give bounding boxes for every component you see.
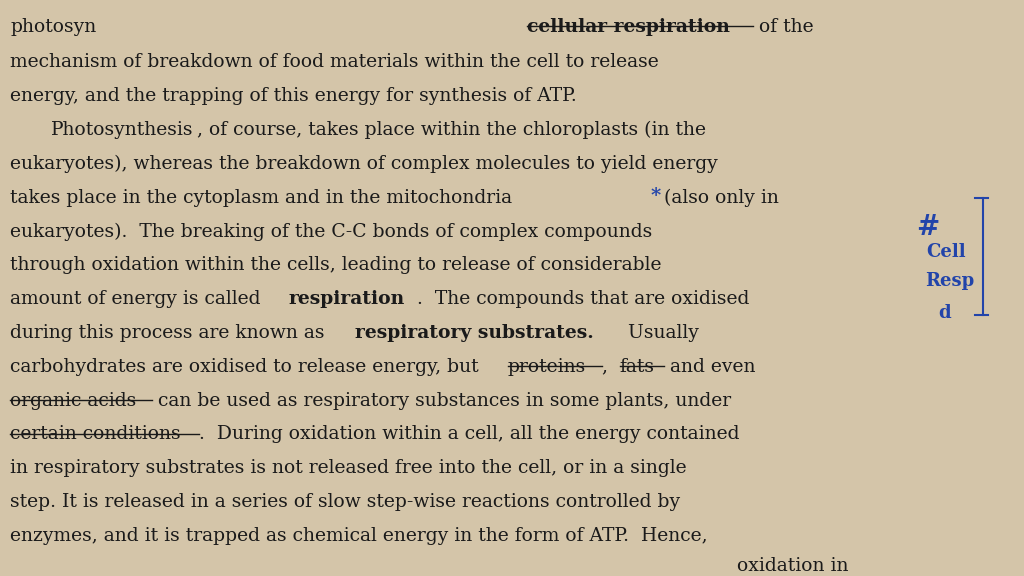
Text: cellular respiration: cellular respiration: [527, 18, 730, 36]
Text: #: #: [916, 214, 940, 241]
Text: Usually: Usually: [616, 324, 699, 342]
Text: proteins: proteins: [508, 358, 586, 376]
Text: during this process are known as: during this process are known as: [10, 324, 331, 342]
Text: can be used as respiratory substances in some plants, under: can be used as respiratory substances in…: [152, 392, 731, 410]
Text: Photosynthesis: Photosynthesis: [51, 121, 194, 139]
Text: photosyn: photosyn: [10, 18, 96, 36]
Text: organic acids: organic acids: [10, 392, 136, 410]
Text: energy, and the trapping of this energy for synthesis of ATP.: energy, and the trapping of this energy …: [10, 88, 577, 105]
Text: in respiratory substrates is not released free into the cell, or in a single: in respiratory substrates is not release…: [10, 459, 687, 477]
Text: through oxidation within the cells, leading to release of considerable: through oxidation within the cells, lead…: [10, 256, 662, 274]
Text: , of course, takes place within the chloroplasts (in the: , of course, takes place within the chlo…: [197, 121, 706, 139]
Text: amount of energy is called: amount of energy is called: [10, 290, 266, 308]
Text: carbohydrates are oxidised to release energy, but: carbohydrates are oxidised to release en…: [10, 358, 485, 376]
Text: enzymes, and it is trapped as chemical energy in the form of ATP.  Hence,: enzymes, and it is trapped as chemical e…: [10, 526, 708, 545]
Text: .  The compounds that are oxidised: . The compounds that are oxidised: [417, 290, 750, 308]
Text: (also only in: (also only in: [664, 189, 778, 207]
Text: oxidation in: oxidation in: [737, 556, 849, 575]
Text: d: d: [938, 304, 950, 322]
Text: mechanism of breakdown of food materials within the cell to release: mechanism of breakdown of food materials…: [10, 53, 659, 71]
Text: respiration: respiration: [289, 290, 406, 308]
Text: takes place in the cytoplasm and in the mitochondria: takes place in the cytoplasm and in the …: [10, 189, 512, 207]
Text: Cell: Cell: [927, 243, 967, 262]
Text: fats: fats: [620, 358, 654, 376]
Text: step. It is released in a series of slow step-wise reactions controlled by: step. It is released in a series of slow…: [10, 493, 680, 511]
Text: and even: and even: [664, 358, 755, 376]
Text: .  During oxidation within a cell, all the energy contained: . During oxidation within a cell, all th…: [199, 425, 739, 444]
Text: eukaryotes), whereas the breakdown of complex molecules to yield energy: eukaryotes), whereas the breakdown of co…: [10, 155, 718, 173]
Text: ,: ,: [602, 358, 614, 376]
Text: Resp: Resp: [925, 271, 974, 290]
Text: of the: of the: [753, 18, 813, 36]
Text: certain conditions: certain conditions: [10, 425, 181, 444]
Text: respiratory substrates.: respiratory substrates.: [355, 324, 594, 342]
Text: eukaryotes).  The breaking of the C-C bonds of complex compounds: eukaryotes). The breaking of the C-C bon…: [10, 222, 652, 241]
Text: *: *: [650, 187, 660, 205]
